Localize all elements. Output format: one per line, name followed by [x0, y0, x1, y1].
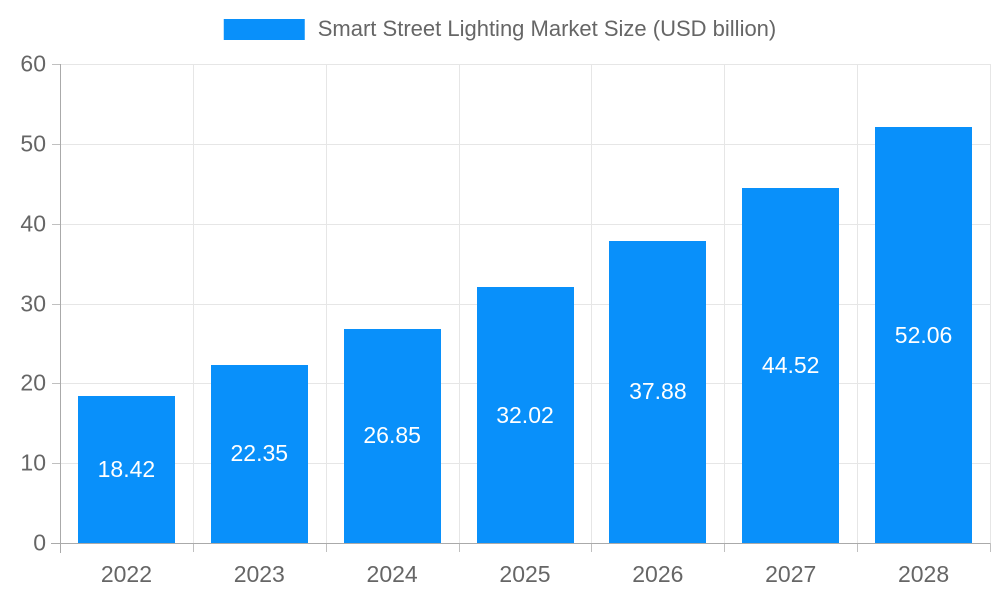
x-tick-label-2025: 2025	[499, 561, 551, 587]
x-axis-tick	[990, 543, 991, 552]
y-tick-label: 60	[20, 50, 46, 77]
gridline-vertical	[192, 64, 194, 543]
legend[interactable]: Smart Street Lighting Market Size (USD b…	[223, 16, 777, 41]
legend-swatch	[223, 18, 305, 40]
y-axis-tick	[52, 143, 60, 145]
bar-value-label: 26.85	[363, 422, 421, 449]
x-axis-tick	[724, 543, 726, 552]
x-tick-label-2028: 2028	[897, 561, 950, 587]
legend-label: Smart Street Lighting Market Size (USD b…	[317, 16, 777, 41]
y-axis-tick	[52, 303, 60, 305]
bar-value-label: 52.06	[894, 321, 953, 348]
x-tick-label-2024: 2024	[366, 561, 418, 587]
y-tick-label: 50	[20, 130, 46, 157]
y-axis-tick	[52, 463, 60, 465]
x-axis-tick	[857, 543, 859, 552]
bar-value-label: 44.52	[761, 351, 820, 378]
y-tick-label: 10	[20, 449, 46, 476]
x-axis-tick	[458, 543, 460, 552]
gridline-vertical	[591, 64, 593, 543]
bar-2027[interactable]: 44.52	[742, 187, 840, 543]
bar-2024[interactable]: 26.85	[343, 328, 441, 543]
y-axis-line	[60, 64, 61, 553]
gridline-vertical	[990, 64, 991, 543]
gridline-vertical	[724, 64, 726, 543]
bar-2025[interactable]: 32.02	[476, 287, 574, 543]
bar-2022[interactable]: 18.42	[77, 395, 175, 543]
gridline-vertical	[325, 64, 327, 543]
x-axis-tick	[325, 543, 327, 552]
y-axis-tick	[52, 223, 60, 225]
gridline-horizontal	[60, 143, 990, 145]
x-tick-label-2022: 2022	[100, 561, 152, 587]
y-tick-label: 20	[20, 369, 46, 396]
y-tick-label: 40	[20, 210, 46, 237]
gridline-horizontal	[60, 64, 990, 65]
y-axis-tick	[52, 383, 60, 385]
y-tick-label: 30	[20, 290, 46, 316]
x-axis-tick	[591, 543, 593, 552]
bar-value-label: 32.02	[496, 401, 554, 428]
bar-2023[interactable]: 22.35	[210, 364, 308, 543]
bar-value-label: 37.88	[629, 378, 687, 405]
x-axis-tick	[192, 543, 194, 552]
y-axis-tick	[52, 64, 60, 65]
gridline-horizontal	[60, 223, 990, 225]
x-tick-label-2023: 2023	[233, 561, 285, 587]
bar-2028[interactable]: 52.06	[875, 127, 973, 543]
x-tick-label-2026: 2026	[632, 561, 684, 587]
x-axis-line	[51, 543, 990, 544]
bar-2026[interactable]: 37.88	[609, 240, 707, 543]
gridline-vertical	[458, 64, 460, 543]
x-tick-label-2027: 2027	[765, 561, 817, 587]
y-tick-label: 0	[33, 529, 46, 556]
bar-value-label: 22.35	[230, 440, 289, 467]
gridline-vertical	[857, 64, 859, 543]
bar-value-label: 18.42	[97, 455, 156, 482]
